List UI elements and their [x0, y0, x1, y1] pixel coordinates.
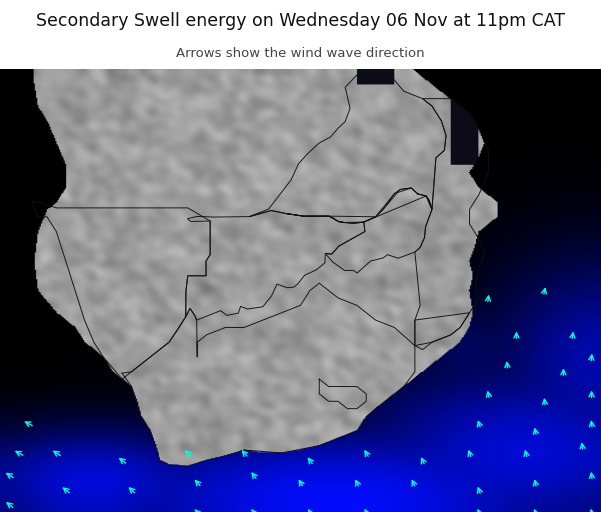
- Text: Arrows show the wind wave direction: Arrows show the wind wave direction: [176, 48, 425, 60]
- Text: Secondary Swell energy on Wednesday 06 Nov at 11pm CAT: Secondary Swell energy on Wednesday 06 N…: [36, 12, 565, 30]
